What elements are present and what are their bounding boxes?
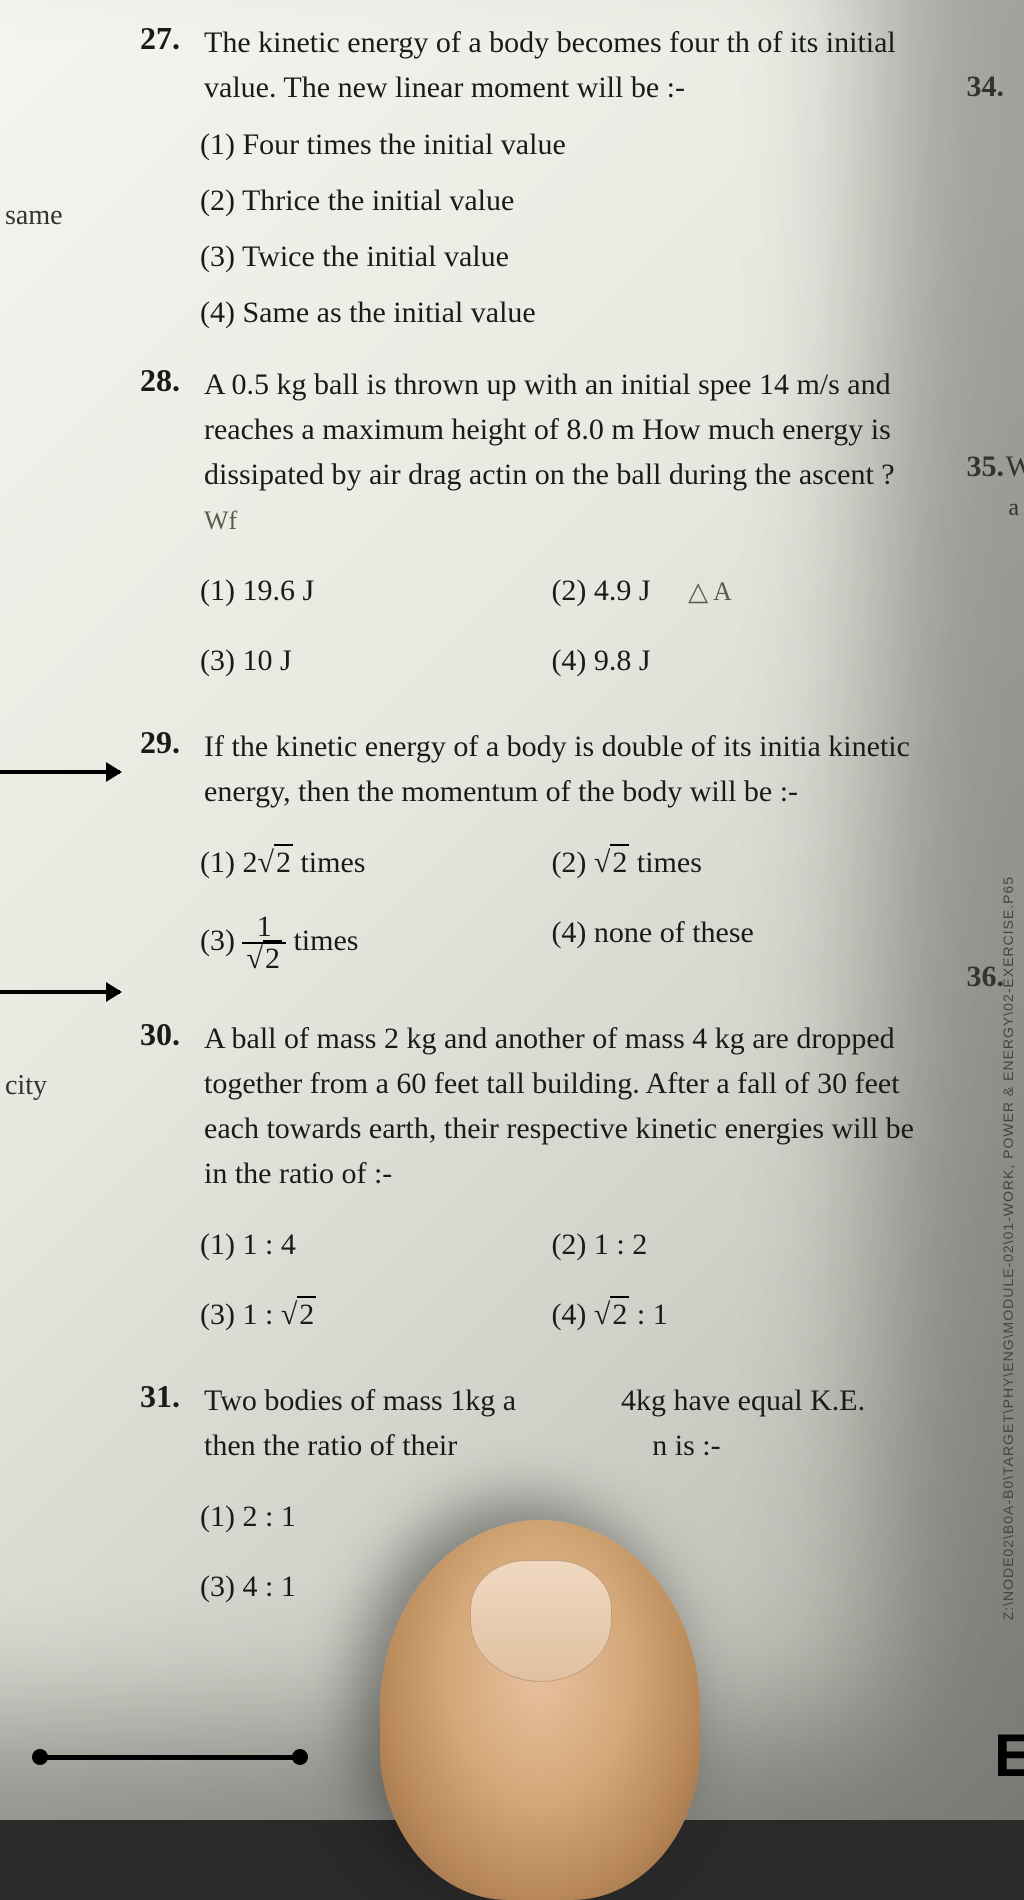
q30-text: A ball of mass 2 kg and another of mass … [204,1016,924,1196]
q31-text-a: Two bodies of mass 1kg a [204,1384,516,1417]
sqrt-icon: 2 [281,1294,316,1336]
q27-options: (1) Four times the initial value (2) Thr… [200,124,964,334]
edge-letter-e: E [994,1721,1024,1790]
q30-opt3-rad: 2 [297,1296,316,1331]
sqrt-icon: 2 [594,1294,629,1336]
q29-opt2-rad: 2 [610,844,629,879]
right-qnum-34: 34. [967,70,1005,104]
q28-text: A 0.5 kg ball is thrown up with an initi… [204,362,924,542]
q28-opt2: (2) 4.9 J △ A [551,570,902,612]
q29-opt3: (3) 12 times [200,912,551,974]
q30-number: 30. [140,1016,200,1053]
question-29: 29. If the kinetic energy of a body is d… [140,724,964,988]
content-area: same city 34. 35. W a 36. 27. The kineti… [0,0,1024,1670]
q28-text-content: A 0.5 kg ball is thrown up with an initi… [204,368,895,491]
thumbnail-nail [470,1560,612,1682]
q29-number: 29. [140,724,200,761]
q31-text-b: 4kg have equal K.E. [621,1384,865,1417]
q29-opt3-bot: 2 [242,944,285,974]
fraction-icon: 12 [242,912,285,974]
q27-number: 27. [140,20,200,57]
q28-opt4: (4) 9.8 J [551,640,902,682]
q27-opt2: (2) Thrice the initial value [200,180,964,222]
q31-number: 31. [140,1378,200,1415]
q30-opt3: (3) 1 : 2 [200,1294,551,1336]
q29-opt3-post: times [286,924,359,957]
q28-handwriting-da: △ A [688,577,732,606]
q30-opt2: (2) 1 : 2 [551,1224,902,1266]
q29-opt3-rad: 2 [263,940,282,975]
q29-text: If the kinetic energy of a body is doubl… [204,724,924,814]
q28-handwriting-wf: Wf [204,506,237,535]
q27-text: The kinetic energy of a body becomes fou… [204,20,924,110]
q29-options: (1) 2 2 times (2) 2 times (3) 12 times (4… [200,828,964,988]
q29-opt2-pre: (2) [551,846,593,879]
arrow-icon-2 [0,990,120,994]
q29-opt4: (4) none of these [551,912,902,974]
q30-opt3-pre: (3) 1 : [200,1298,281,1331]
q28-opt2-text: (2) 4.9 J [551,574,650,607]
q28-opt3: (3) 10 J [200,640,551,682]
q29-opt3-pre: (3) [200,924,242,957]
q30-opt4-post: : 1 [629,1298,667,1331]
q27-opt4: (4) Same as the initial value [200,292,964,334]
q28-opt1: (1) 19.6 J [200,570,551,612]
q30-opt4-pre: (4) [551,1298,593,1331]
q31-text: Two bodies of mass 1kg a xxxxxx 4kg have… [204,1378,924,1468]
q29-opt1-post: times [293,846,366,879]
q31-opt2-hidden [551,1496,902,1538]
q30-opt1: (1) 1 : 4 [200,1224,551,1266]
right-qnum-36: 36. [967,960,1005,994]
side-label-same: same [5,200,63,232]
page-surface: same city 34. 35. W a 36. 27. The kineti… [0,0,1024,1820]
q31-text-c: then the ratio of their [204,1429,457,1462]
vertical-footer-text: Z:\NODE02\B0A-B0\TARGET\PHY\ENG\MODULE-0… [1000,876,1016,1620]
thumb-occlusion [380,1520,700,1900]
side-label-city: city [5,1070,47,1102]
question-28: 28. A 0.5 kg ball is thrown up with an i… [140,362,964,696]
q29-opt1-pre: (1) 2 [200,846,257,879]
q31-text-d: n is :- [652,1429,720,1462]
right-qnum-35a: a [1008,495,1019,522]
q28-number: 28. [140,362,200,399]
q29-opt2: (2) 2 times [551,842,902,884]
right-qnum-35: 35. [967,450,1005,484]
q29-opt1: (1) 2 2 times [200,842,551,884]
q27-opt1: (1) Four times the initial value [200,124,964,166]
q28-options: (1) 19.6 J (2) 4.9 J △ A (3) 10 J (4) 9.… [200,556,964,696]
q29-opt2-post: times [629,846,702,879]
sqrt-icon: 2 [594,842,629,884]
question-27: 27. The kinetic energy of a body becomes… [140,20,964,334]
bottom-divider-line [40,1755,300,1760]
q29-opt1-rad: 2 [274,844,293,879]
q30-opt4-rad: 2 [610,1296,629,1331]
q30-options: (1) 1 : 4 (2) 1 : 2 (3) 1 : 2 (4) 2 : 1 [200,1210,964,1350]
sqrt-icon: 2 [257,842,292,884]
sqrt-icon: 2 [246,944,281,974]
right-qnum-35w: W [1006,450,1024,484]
arrow-icon-1 [0,770,120,774]
q27-opt3: (3) Twice the initial value [200,236,964,278]
question-30: 30. A ball of mass 2 kg and another of m… [140,1016,964,1350]
q30-opt4: (4) 2 : 1 [551,1294,902,1336]
